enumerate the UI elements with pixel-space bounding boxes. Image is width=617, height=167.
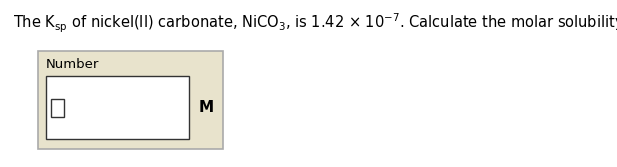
- Text: The $\mathregular{K_{sp}}$ of nickel(II) carbonate, NiCO$\mathregular{_3}$, is 1: The $\mathregular{K_{sp}}$ of nickel(II)…: [13, 12, 617, 35]
- Bar: [46, 76, 189, 139]
- Bar: [51, 99, 64, 117]
- Bar: [38, 51, 223, 149]
- Text: Number: Number: [46, 58, 99, 71]
- Text: M: M: [199, 100, 214, 115]
